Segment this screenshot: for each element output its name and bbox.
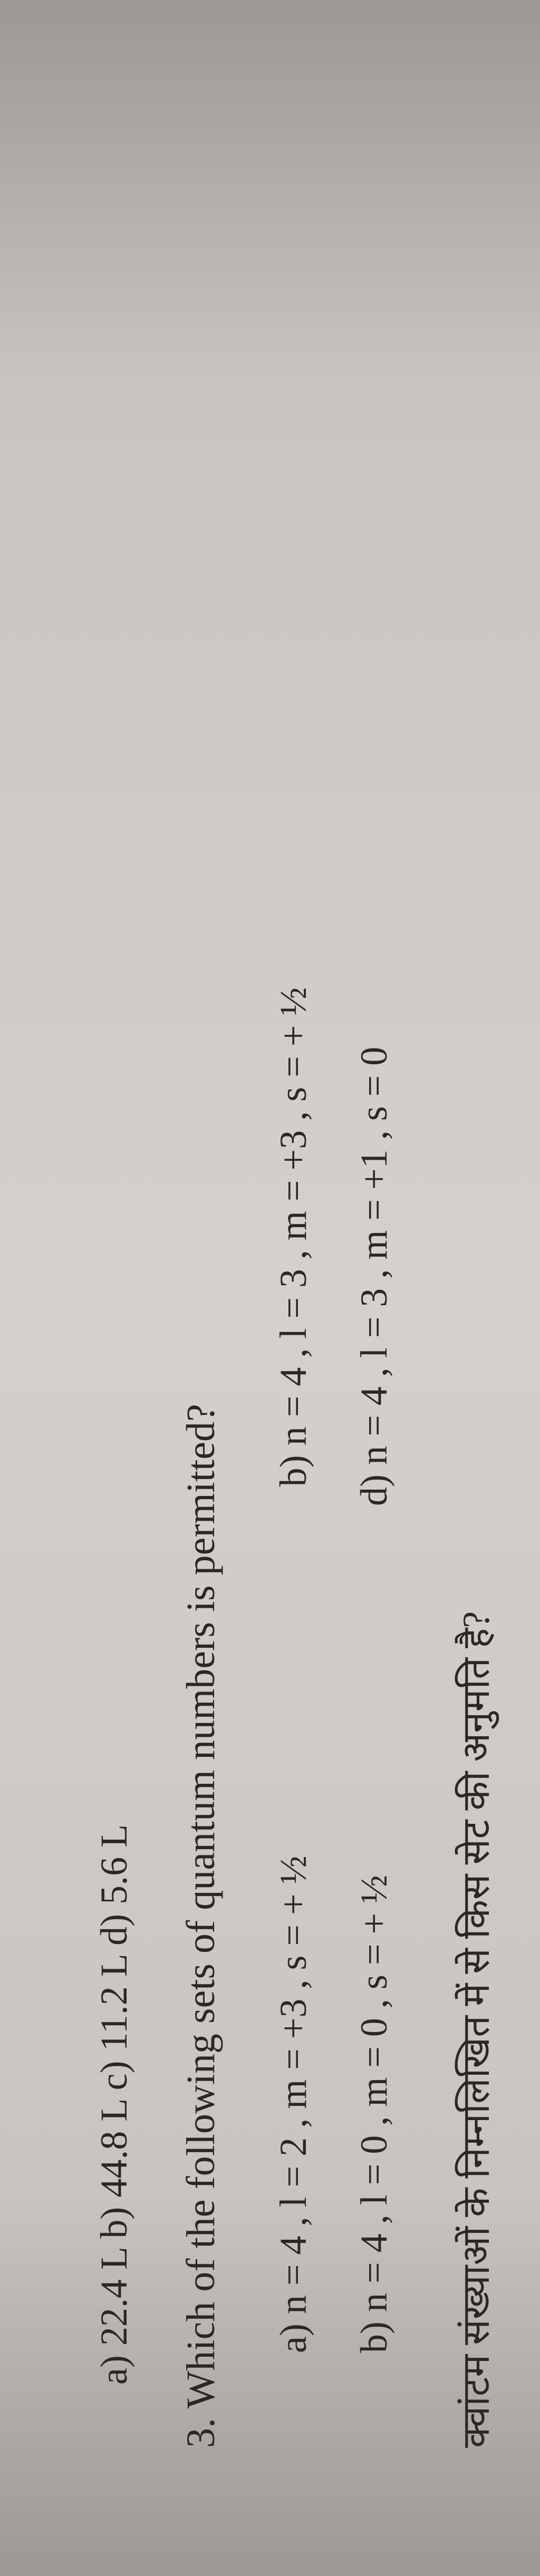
question-content: a) 22.4 L b) 44.8 L c) 11.2 L d) 5.6 L 3… <box>6 23 534 2553</box>
question-hindi: क्वांटम संख्याओं के निम्नलिखित में से कि… <box>449 23 500 2448</box>
option-b-label: b) <box>272 1455 314 1486</box>
option-d-text: n = 4 , l = 3 , m = +1 , s = 0 <box>353 1046 395 1464</box>
options-row-1: a) n = 4 , l = 2 , m = +3 , s = + ½ b) n… <box>272 23 315 2448</box>
question-text: Which of the following sets of quantum n… <box>179 1404 223 2408</box>
options-row-2: b) n = 4 , l = 0 , m = 0 , s = + ½ d) n … <box>352 23 396 2448</box>
option-a-text: n = 4 , l = 2 , m = +3 , s = + ½ <box>272 1855 314 2314</box>
previous-question-partial: a) 22.4 L b) 44.8 L c) 11.2 L d) 5.6 L <box>92 23 136 2448</box>
page-background: a) 22.4 L b) 44.8 L c) 11.2 L d) 5.6 L 3… <box>0 0 540 2576</box>
option-c-label: b) <box>353 2321 395 2353</box>
question-3: 3. Which of the following sets of quantu… <box>178 23 224 2448</box>
option-d: d) n = 4 , l = 3 , m = +1 , s = 0 <box>352 1046 396 1505</box>
option-d-label: d) <box>353 1474 395 1505</box>
option-b: b) n = 4 , l = 3 , m = +3 , s = + ½ <box>272 987 315 1486</box>
option-a-label: a) <box>272 2324 314 2353</box>
option-b-text: n = 4 , l = 3 , m = +3 , s = + ½ <box>272 987 314 1445</box>
question-number: 3. <box>179 2418 223 2448</box>
option-c-text: n = 4 , l = 0 , m = 0 , s = + ½ <box>353 1874 395 2311</box>
option-c: b) n = 4 , l = 0 , m = 0 , s = + ½ <box>352 1874 396 2353</box>
option-a: a) n = 4 , l = 2 , m = +3 , s = + ½ <box>272 1855 315 2353</box>
